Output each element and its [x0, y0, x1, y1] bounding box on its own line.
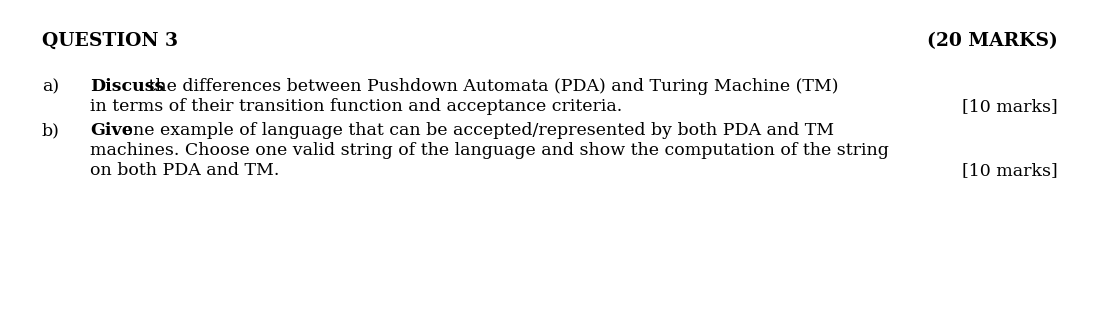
- Text: in terms of their transition function and acceptance criteria.: in terms of their transition function an…: [90, 98, 623, 115]
- Text: a): a): [42, 78, 59, 95]
- Text: Give: Give: [90, 122, 133, 139]
- Text: the differences between Pushdown Automata (PDA) and Turing Machine (TM): the differences between Pushdown Automat…: [143, 78, 838, 95]
- Text: b): b): [42, 122, 59, 139]
- Text: (20 MARKS): (20 MARKS): [927, 32, 1058, 50]
- Text: one example of language that can be accepted/represented by both PDA and TM: one example of language that can be acce…: [117, 122, 834, 139]
- Text: [10 marks]: [10 marks]: [962, 162, 1058, 179]
- Text: machines. Choose one valid string of the language and show the computation of th: machines. Choose one valid string of the…: [90, 142, 889, 159]
- Text: QUESTION 3: QUESTION 3: [42, 32, 178, 50]
- Text: Discuss: Discuss: [90, 78, 164, 95]
- Text: on both PDA and TM.: on both PDA and TM.: [90, 162, 279, 179]
- Text: [10 marks]: [10 marks]: [962, 98, 1058, 115]
